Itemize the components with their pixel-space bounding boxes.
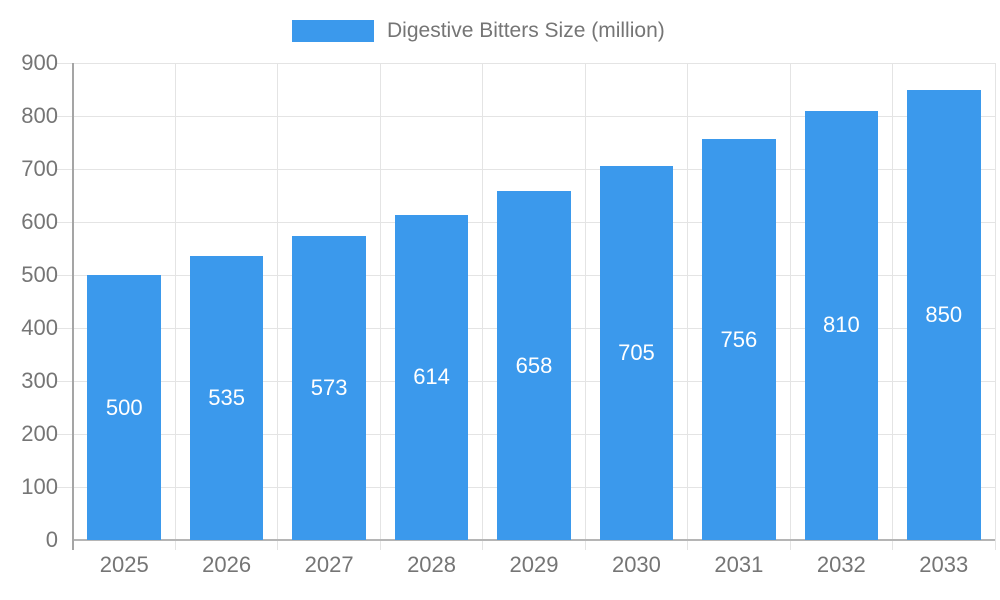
x-axis-label: 2027 bbox=[304, 552, 354, 577]
x-grid-line bbox=[892, 63, 894, 550]
x-grid-line bbox=[994, 63, 996, 550]
x-axis-label: 2026 bbox=[202, 552, 252, 577]
x-grid-line bbox=[789, 63, 791, 550]
x-grid-line bbox=[379, 63, 381, 550]
bar-value-label: 705 bbox=[618, 340, 655, 366]
plot-area: 0 100 200 300 400 500 600 700 800 900 2025 2026 2027… bbox=[21, 51, 996, 577]
y-axis-line bbox=[72, 63, 74, 550]
y-axis-label: 300 bbox=[21, 368, 58, 393]
bar: 614 bbox=[394, 214, 469, 540]
bar-value-label: 756 bbox=[720, 326, 758, 352]
y-axis-label: 100 bbox=[21, 474, 58, 499]
bar-value-label: 500 bbox=[105, 394, 143, 420]
y-axis-label: 900 bbox=[21, 50, 58, 75]
x-axis-label: 2032 bbox=[816, 552, 866, 577]
bar: 850 bbox=[907, 89, 981, 540]
bar: 705 bbox=[599, 166, 674, 540]
x-grid-line bbox=[482, 63, 484, 550]
x-axis-label: 2031 bbox=[714, 552, 764, 577]
x-axis-label: 2028 bbox=[407, 552, 457, 577]
x-axis-label: 2029 bbox=[509, 552, 559, 577]
y-axis-label: 200 bbox=[21, 421, 58, 446]
bar-value-label: 573 bbox=[310, 375, 348, 401]
y-grid-line bbox=[55, 62, 995, 64]
bar-value-label: 614 bbox=[413, 364, 450, 390]
y-axis-label: 500 bbox=[21, 262, 58, 287]
y-axis-label: 400 bbox=[21, 315, 58, 340]
x-grid-line bbox=[277, 63, 279, 550]
legend[interactable]: Digestive Bitters Size (million) bbox=[292, 16, 665, 46]
bar: 756 bbox=[702, 139, 776, 540]
x-grid-line bbox=[687, 63, 689, 550]
bar-value-label: 535 bbox=[208, 385, 246, 411]
bar: 500 bbox=[87, 275, 161, 540]
y-axis-label: 600 bbox=[21, 209, 58, 234]
x-grid-line bbox=[584, 63, 586, 550]
bar: 535 bbox=[189, 256, 264, 540]
legend-label[interactable]: Digestive Bitters Size (million) bbox=[387, 19, 665, 42]
x-axis-label: 2030 bbox=[611, 552, 661, 577]
bar: 573 bbox=[292, 236, 366, 540]
bar-value-label: 810 bbox=[822, 312, 860, 338]
y-axis-label: 700 bbox=[21, 156, 58, 181]
bar: 658 bbox=[497, 191, 571, 540]
legend-swatch[interactable] bbox=[292, 20, 374, 42]
y-axis-label: 800 bbox=[21, 103, 58, 128]
x-axis-label: 2025 bbox=[99, 552, 149, 577]
x-grid-line bbox=[174, 63, 176, 550]
x-axis-label: 2033 bbox=[919, 552, 969, 577]
bar: 810 bbox=[804, 110, 879, 540]
bar-value-label: 658 bbox=[515, 352, 553, 378]
bar-value-label: 850 bbox=[925, 301, 963, 327]
y-axis-label: 0 bbox=[45, 527, 58, 552]
